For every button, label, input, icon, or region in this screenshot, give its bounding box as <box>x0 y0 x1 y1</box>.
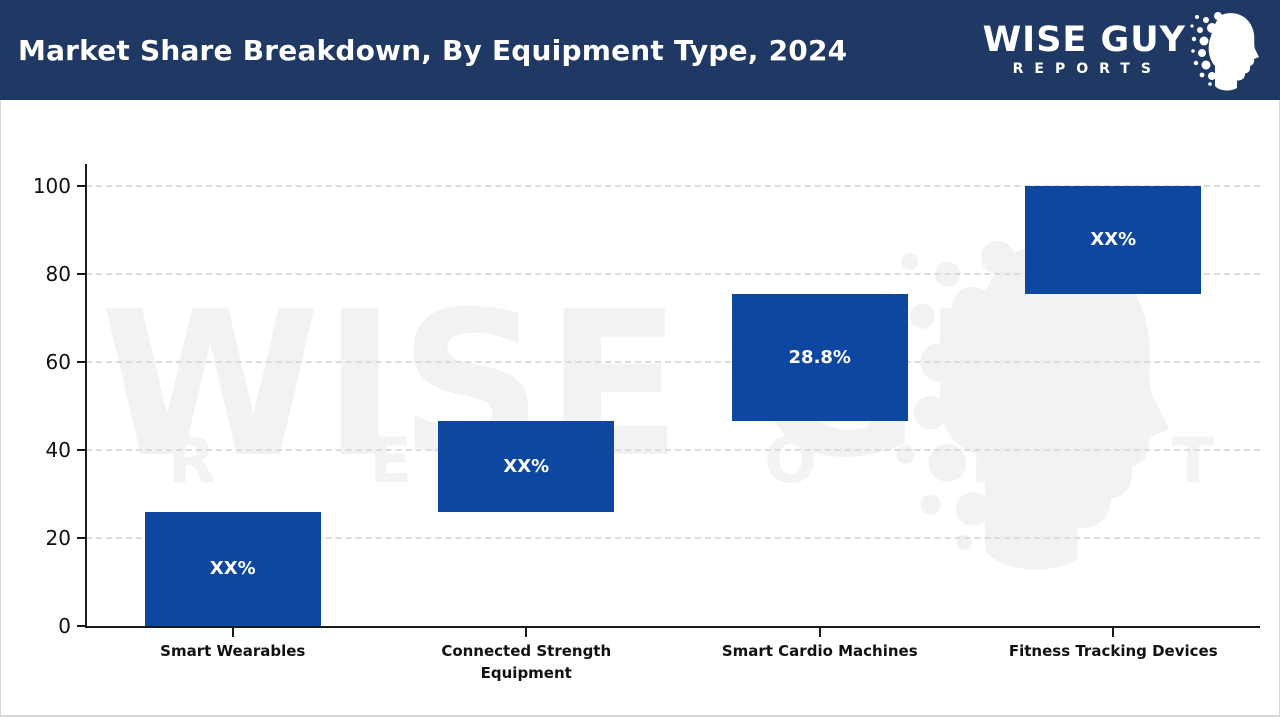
y-axis-tick-label: 60 <box>45 350 71 374</box>
bar-connected-strength-equipment: XX% <box>438 420 615 512</box>
gridline-20 <box>86 537 1260 539</box>
bar-smart-cardio-machines: 28.8% <box>731 293 908 421</box>
x-category-label-connected-strength-equipment: Connected Strength Equipment <box>441 642 612 682</box>
gridline-40 <box>86 449 1260 451</box>
bar-value-label: 28.8% <box>788 346 851 368</box>
y-axis-tick-label: 0 <box>58 614 71 638</box>
dotted-face-profile-icon <box>1190 12 1259 91</box>
y-axis-tick <box>77 185 86 187</box>
y-axis-tick-label: 20 <box>45 526 71 550</box>
gridline-80 <box>86 273 1260 275</box>
gridline-100 <box>86 185 1260 187</box>
x-axis <box>85 626 1260 628</box>
y-axis-tick <box>77 361 86 363</box>
y-axis-tick-label: 80 <box>45 262 71 286</box>
x-axis-tick <box>1112 628 1115 637</box>
brand-subtitle: REPORTS <box>1012 61 1162 77</box>
y-axis-tick <box>77 625 86 627</box>
page-title: Market Share Breakdown, By Equipment Typ… <box>18 33 848 67</box>
y-axis <box>85 164 87 628</box>
x-category-label-fitness-tracking-devices: Fitness Tracking Devices <box>1008 642 1218 660</box>
header: Market Share Breakdown, By Equipment Typ… <box>0 0 1280 100</box>
brand-logo: WISE GUY REPORTS <box>983 8 1262 92</box>
chart-area: WISE GU R E P O R T S 020406080100XX%Sma… <box>0 100 1280 716</box>
left-edge-line <box>0 100 1 716</box>
x-axis-tick <box>231 628 234 637</box>
brand-name: WISE GUY <box>982 20 1186 60</box>
bar-value-label: XX% <box>1090 229 1137 251</box>
y-axis-tick <box>77 449 86 451</box>
x-category-label-smart-cardio-machines: Smart Cardio Machines <box>721 642 918 660</box>
y-axis-tick-label: 100 <box>32 174 71 198</box>
gridline-60 <box>86 361 1260 363</box>
bar-smart-wearables: XX% <box>144 511 321 626</box>
bar-value-label: XX% <box>209 558 256 580</box>
watermark-face-icon <box>882 240 1170 570</box>
y-axis-tick-label: 40 <box>45 438 71 462</box>
y-axis-tick <box>77 273 86 275</box>
x-category-label-smart-wearables: Smart Wearables <box>160 642 306 660</box>
bar-fitness-tracking-devices: XX% <box>1025 186 1202 294</box>
x-axis-tick <box>525 628 528 637</box>
x-axis-tick <box>818 628 821 637</box>
bar-value-label: XX% <box>503 455 550 477</box>
brand-logo-text: WISE GUY REPORTS <box>982 20 1186 78</box>
bottom-edge-line <box>0 715 1280 717</box>
y-axis-tick <box>77 537 86 539</box>
